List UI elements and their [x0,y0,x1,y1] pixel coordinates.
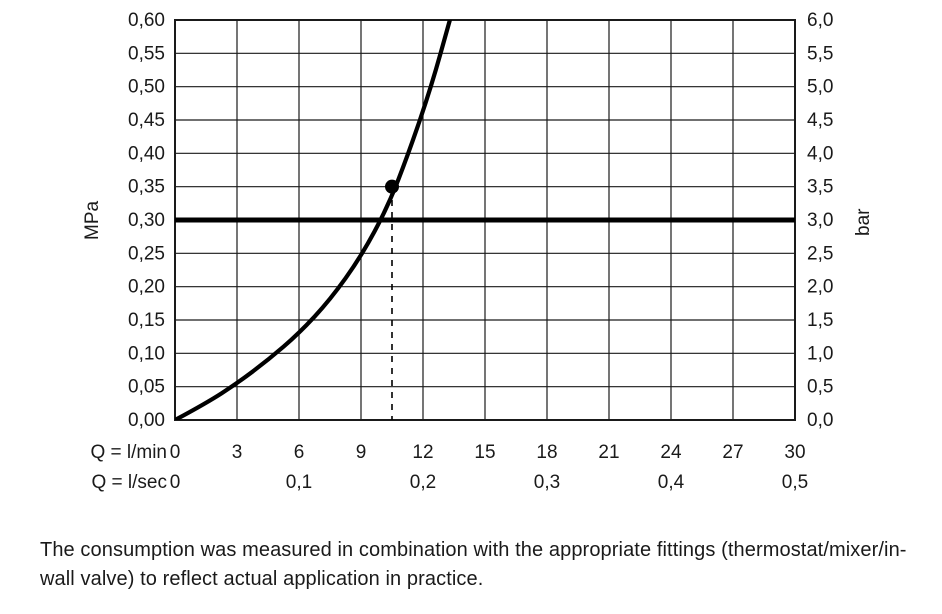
flow-pressure-chart: 0,000,050,100,150,200,250,300,350,400,45… [40,10,900,530]
y-left-tick: 0,30 [128,210,165,231]
y-left-tick: 0,50 [128,77,165,98]
caption-text: The consumption was measured in combinat… [40,536,910,594]
y-left-tick: 0,45 [128,110,165,131]
x-tick-label: 0,3 [534,472,560,494]
y-left-tick: 0,25 [128,243,165,264]
x-tick-label: 27 [722,442,743,464]
x-tick-label: 0,2 [410,472,436,494]
y-right-tick: 4,5 [807,110,833,131]
x-tick-label: 24 [660,442,681,464]
y-right-tick: 3,5 [807,177,833,198]
x-tick-label: 12 [412,442,433,464]
x-tick-label: 15 [474,442,495,464]
y-right-tick: 4,0 [807,143,833,164]
x-tick-label: 18 [536,442,557,464]
y-right-tick: 0,0 [807,410,833,431]
y-right-tick: 5,0 [807,77,833,98]
y-left-tick: 0,10 [128,343,165,364]
y-right-tick: 5,5 [807,43,833,64]
x-tick-label: 3 [232,442,243,464]
y-right-tick: 0,5 [807,377,833,398]
y-left-tick: 0,00 [128,410,165,431]
y-left-tick: 0,05 [128,377,165,398]
y-right-tick: 3,0 [807,210,833,231]
x-axis-prefix: Q = l/sec [92,472,168,494]
y-left-tick: 0,40 [128,143,165,164]
y-left-tick: 0,35 [128,177,165,198]
y-left-tick: 0,15 [128,310,165,331]
y-right-tick: 1,0 [807,343,833,364]
y-right-tick: 2,5 [807,243,833,264]
x-axis-prefix: Q = l/min [90,442,167,464]
y-left-tick: 0,55 [128,43,165,64]
x-tick-label: 6 [294,442,305,464]
x-tick-label: 30 [784,442,805,464]
y-axis-right-unit: bar [853,209,875,236]
y-left-tick: 0,20 [128,277,165,298]
y-left-tick: 0,60 [128,10,165,31]
y-right-tick: 6,0 [807,10,833,31]
x-tick-label: 0,1 [286,472,312,494]
chart-svg: 0,00 0,05 0,10 0,15 0,20 0,25 0,30 0,35 0,40 0,45… [40,10,900,440]
x-tick-label: 9 [356,442,367,464]
x-tick-label: 0 [170,472,181,494]
x-tick-label: 0,4 [658,472,684,494]
x-tick-label: 0 [170,442,181,464]
x-axis-lsec-row: Q = l/sec0 0,1 0,2 0,3 0,4 0,5 [40,472,900,496]
y-right-tick: 1,5 [807,310,833,331]
x-tick-label: 0,5 [782,472,808,494]
y-right-tick: 2,0 [807,277,833,298]
x-axis-lmin-row: Q = l/min0 3 6 9 12 15 18 21 24 27 30 [40,442,900,466]
y-axis-left-unit: MPa [82,201,104,240]
x-tick-label: 21 [598,442,619,464]
